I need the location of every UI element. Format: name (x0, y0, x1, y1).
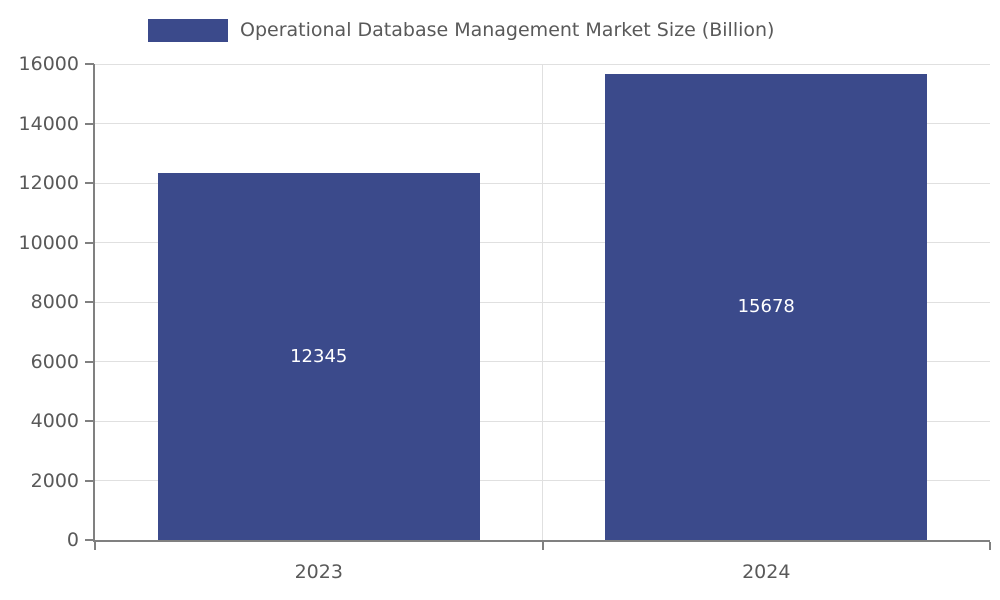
x-tick-mark (94, 542, 96, 550)
y-tick-label: 4000 (30, 410, 79, 432)
y-tick-label: 6000 (30, 350, 79, 373)
y-tick-mark (85, 241, 94, 244)
y-tick-label: 0 (66, 529, 79, 551)
y-tick-mark (85, 301, 94, 303)
y-tick-mark (85, 420, 94, 422)
y-tick-mark (85, 182, 94, 184)
chart-legend[interactable]: Operational Database Management Market S… (148, 16, 774, 44)
legend-swatch-icon (148, 18, 228, 42)
y-tick-mark (85, 360, 94, 363)
y-axis-line (93, 64, 95, 542)
y-tick-mark (85, 539, 94, 541)
y-tick-label: 8000 (30, 291, 79, 313)
bar-2023: 12345 (157, 172, 480, 540)
y-tick-mark (85, 63, 94, 65)
y-tick-mark (85, 479, 94, 482)
bar-value-label: 12345 (290, 345, 348, 367)
x-tick-mark (989, 542, 991, 550)
y-tick-label: 10000 (18, 231, 79, 254)
y-tick-label: 2000 (30, 469, 79, 492)
x-category-label: 2024 (742, 561, 791, 583)
bar-value-label: 15678 (737, 296, 795, 318)
x-category-label: 2023 (294, 561, 343, 583)
bar-2024: 15678 (605, 73, 928, 540)
x-axis-line (93, 540, 990, 542)
y-tick-label: 12000 (18, 172, 79, 194)
chart-title: Operational Database Management Market S… (240, 19, 775, 41)
y-tick-label: 14000 (18, 112, 79, 135)
y-tick-label: 16000 (18, 53, 79, 75)
x-gridline (542, 64, 543, 540)
x-tick-mark (541, 542, 544, 550)
y-tick-mark (85, 122, 94, 125)
